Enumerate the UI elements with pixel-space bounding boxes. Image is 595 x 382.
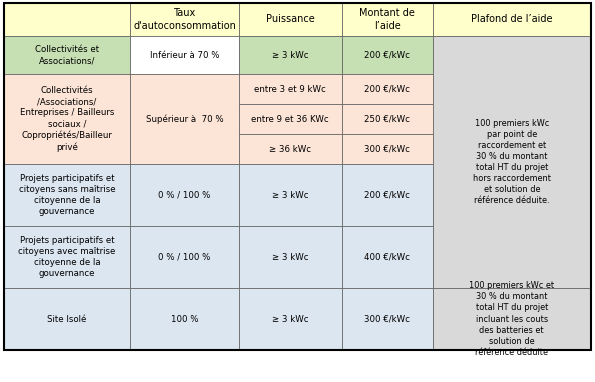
Bar	[433, 288, 591, 350]
Bar	[4, 74, 130, 164]
Bar	[342, 3, 433, 36]
Bar	[239, 164, 342, 226]
Bar	[342, 226, 433, 288]
Text: 0 % / 100 %: 0 % / 100 %	[158, 253, 211, 262]
Text: Collectivités
/Associations/
Entreprises / Bailleurs
sociaux /
Copropriétés/Bail: Collectivités /Associations/ Entreprises…	[20, 86, 114, 152]
Text: 100 premiers kWc et
30 % du montant
total HT du projet
incluant les couts
des ba: 100 premiers kWc et 30 % du montant tota…	[469, 281, 555, 357]
Text: 300 €/kWc: 300 €/kWc	[364, 314, 410, 324]
Text: ≥ 3 kWc: ≥ 3 kWc	[272, 314, 308, 324]
Bar	[4, 3, 130, 36]
Text: 300 €/kWc: 300 €/kWc	[364, 144, 410, 154]
Text: entre 3 et 9 kWc: entre 3 et 9 kWc	[254, 84, 326, 94]
Bar	[239, 134, 342, 164]
Bar	[130, 288, 239, 350]
Bar	[239, 226, 342, 288]
Bar	[342, 288, 433, 350]
Bar	[239, 104, 342, 134]
Text: Puissance: Puissance	[266, 15, 315, 24]
Bar	[342, 36, 433, 74]
Bar	[342, 134, 433, 164]
Bar	[239, 3, 342, 36]
Text: entre 9 et 36 KWc: entre 9 et 36 KWc	[251, 115, 329, 123]
Bar	[342, 104, 433, 134]
Bar	[4, 288, 130, 350]
Bar	[130, 164, 239, 226]
Text: ≥ 3 kWc: ≥ 3 kWc	[272, 253, 308, 262]
Text: 250 €/kWc: 250 €/kWc	[364, 115, 410, 123]
Bar	[239, 74, 342, 104]
Text: Taux
d'autoconsommation: Taux d'autoconsommation	[133, 8, 236, 31]
Bar	[130, 226, 239, 288]
Bar	[4, 226, 130, 288]
Text: Supérieur à  70 %: Supérieur à 70 %	[146, 114, 223, 124]
Text: 0 % / 100 %: 0 % / 100 %	[158, 191, 211, 199]
Bar	[4, 164, 130, 226]
Text: 200 €/kWc: 200 €/kWc	[364, 84, 410, 94]
Text: 400 €/kWc: 400 €/kWc	[364, 253, 410, 262]
Bar	[130, 3, 239, 36]
Text: Inférieur à 70 %: Inférieur à 70 %	[150, 50, 219, 60]
Text: 100 premiers kWc
par point de
raccordement et
30 % du montant
total HT du projet: 100 premiers kWc par point de raccordeme…	[473, 119, 551, 206]
Bar	[4, 36, 130, 74]
Text: 100 %: 100 %	[171, 314, 198, 324]
Bar	[342, 164, 433, 226]
Text: Collectivités et
Associations/: Collectivités et Associations/	[35, 45, 99, 65]
Text: ≥ 3 kWc: ≥ 3 kWc	[272, 191, 308, 199]
Bar	[342, 74, 433, 104]
Text: ≥ 36 kWc: ≥ 36 kWc	[269, 144, 311, 154]
Text: Montant de
l’aide: Montant de l’aide	[359, 8, 415, 31]
Bar	[239, 288, 342, 350]
Text: 200 €/kWc: 200 €/kWc	[364, 191, 410, 199]
Bar	[433, 3, 591, 36]
Text: Site Isolé: Site Isolé	[48, 314, 87, 324]
Text: Projets participatifs et
citoyens avec maîtrise
citoyenne de la
gouvernance: Projets participatifs et citoyens avec m…	[18, 236, 116, 278]
Text: Projets participatifs et
citoyens sans maîtrise
citoyenne de la
gouvernance: Projets participatifs et citoyens sans m…	[19, 174, 115, 216]
Text: Plafond de l’aide: Plafond de l’aide	[471, 15, 553, 24]
Bar	[130, 74, 239, 164]
Bar	[130, 36, 239, 74]
Text: ≥ 3 kWc: ≥ 3 kWc	[272, 50, 308, 60]
Text: 200 €/kWc: 200 €/kWc	[364, 50, 410, 60]
Bar	[239, 36, 342, 74]
Bar	[433, 36, 591, 288]
